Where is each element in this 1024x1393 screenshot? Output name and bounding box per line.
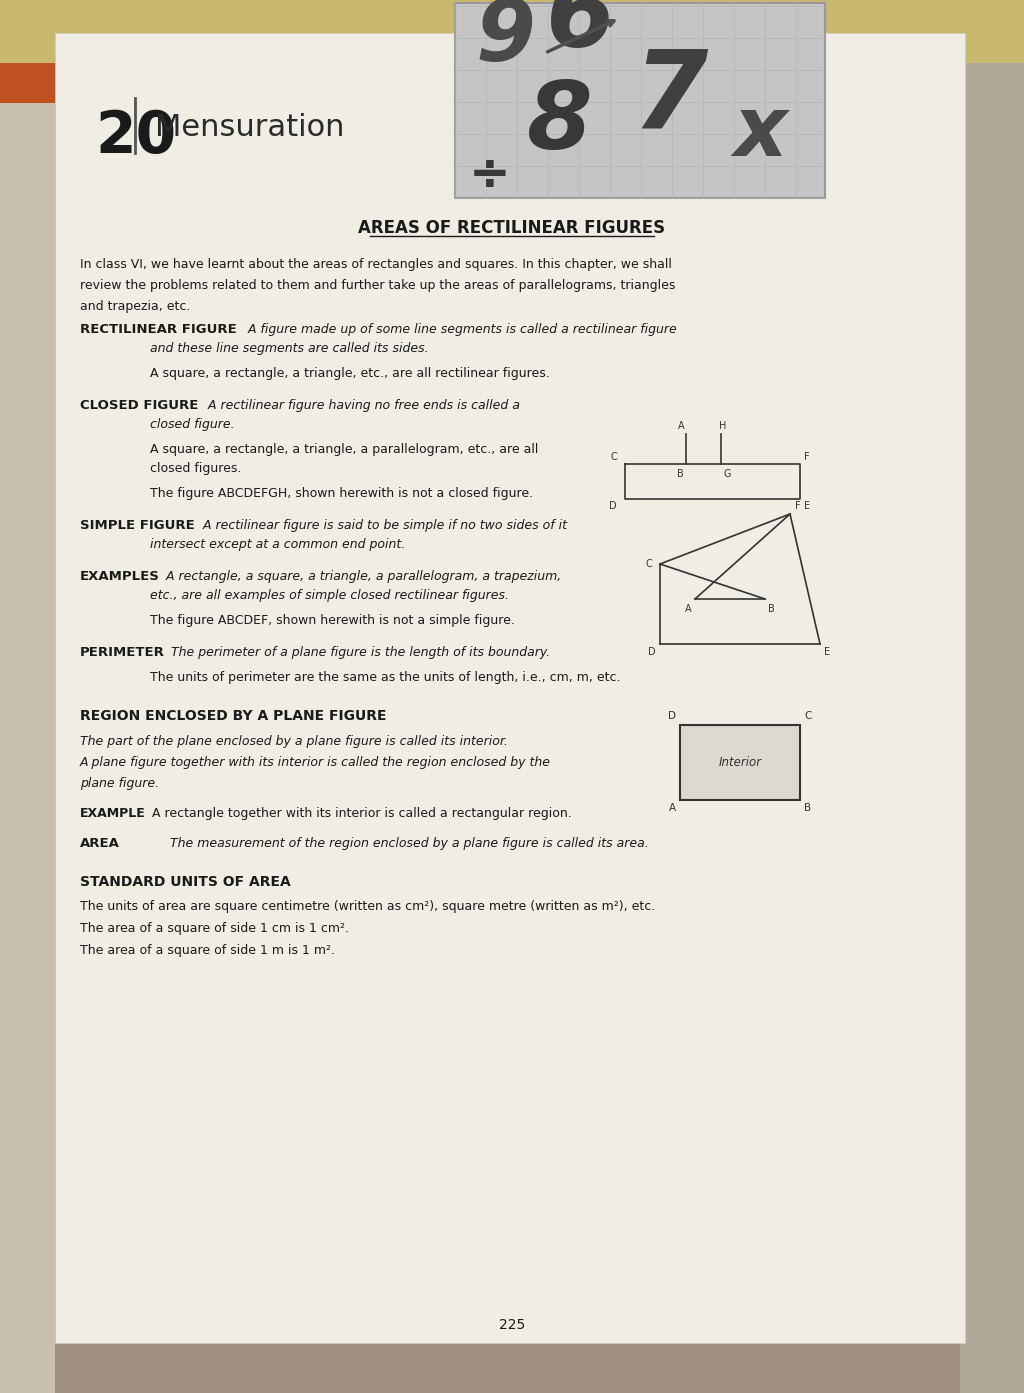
Text: E: E: [804, 501, 810, 511]
Text: 9: 9: [475, 0, 535, 79]
Text: The measurement of the region enclosed by a plane figure is called its area.: The measurement of the region enclosed b…: [150, 837, 649, 850]
Text: C: C: [804, 710, 811, 722]
Text: 20: 20: [95, 109, 176, 164]
Text: D: D: [648, 646, 656, 657]
Text: B: B: [804, 802, 811, 814]
Text: A square, a rectangle, a triangle, a parallelogram, etc., are all: A square, a rectangle, a triangle, a par…: [150, 443, 539, 456]
Text: REGION ENCLOSED BY A PLANE FIGURE: REGION ENCLOSED BY A PLANE FIGURE: [80, 709, 386, 723]
Text: G: G: [723, 469, 731, 479]
Text: plane figure.: plane figure.: [80, 777, 159, 790]
Text: C: C: [645, 559, 652, 568]
Bar: [0, 0, 55, 1393]
Text: closed figures.: closed figures.: [150, 462, 242, 475]
Text: CLOSED FIGURE: CLOSED FIGURE: [80, 398, 199, 412]
Text: A rectilinear figure is said to be simple if no two sides of it: A rectilinear figure is said to be simpl…: [195, 520, 567, 532]
Bar: [961, 0, 1024, 1393]
Text: and trapezia, etc.: and trapezia, etc.: [80, 299, 190, 313]
Text: SIMPLE FIGURE: SIMPLE FIGURE: [80, 520, 195, 532]
Text: EXAMPLES: EXAMPLES: [80, 570, 160, 584]
Text: B: B: [768, 605, 775, 614]
Text: AREA: AREA: [80, 837, 120, 850]
Text: Interior: Interior: [719, 756, 762, 769]
Text: 8: 8: [527, 77, 593, 169]
Text: STANDARD UNITS OF AREA: STANDARD UNITS OF AREA: [80, 875, 291, 889]
Text: The area of a square of side 1 cm is 1 cm².: The area of a square of side 1 cm is 1 c…: [80, 922, 349, 935]
Text: E: E: [824, 646, 830, 657]
Text: review the problems related to them and further take up the areas of parallelogr: review the problems related to them and …: [80, 279, 676, 293]
Text: C: C: [610, 451, 617, 462]
Text: In class VI, we have learnt about the areas of rectangles and squares. In this c: In class VI, we have learnt about the ar…: [80, 258, 672, 272]
Text: and these line segments are called its sides.: and these line segments are called its s…: [150, 343, 429, 355]
Text: The units of perimeter are the same as the units of length, i.e., cm, m, etc.: The units of perimeter are the same as t…: [150, 671, 621, 684]
Text: D: D: [668, 710, 676, 722]
Text: closed figure.: closed figure.: [150, 418, 234, 430]
Text: D: D: [609, 501, 617, 511]
Text: A: A: [678, 421, 684, 430]
Bar: [500, 63, 900, 103]
Text: A rectangle together with its interior is called a rectangular region.: A rectangle together with its interior i…: [148, 807, 571, 820]
Text: ÷: ÷: [469, 150, 511, 199]
Text: A: A: [685, 605, 692, 614]
Text: H: H: [719, 421, 727, 430]
Text: The units of area are square centimetre (written as cm²), square metre (written : The units of area are square centimetre …: [80, 900, 655, 912]
Text: The figure ABCDEF, shown herewith is not a simple figure.: The figure ABCDEF, shown herewith is not…: [150, 614, 515, 627]
Text: PERIMETER: PERIMETER: [80, 646, 165, 659]
Text: The figure ABCDEFGH, shown herewith is not a closed figure.: The figure ABCDEFGH, shown herewith is n…: [150, 488, 534, 500]
Text: 7: 7: [632, 45, 708, 150]
Text: The perimeter of a plane figure is the length of its boundary.: The perimeter of a plane figure is the l…: [163, 646, 550, 659]
Text: EXAMPLE: EXAMPLE: [80, 807, 145, 820]
Text: 225: 225: [499, 1318, 525, 1332]
Bar: [55, 33, 965, 1343]
Text: F: F: [804, 451, 810, 462]
Text: A rectangle, a square, a triangle, a parallelogram, a trapezium,: A rectangle, a square, a triangle, a par…: [158, 570, 561, 584]
Text: x: x: [733, 92, 786, 174]
Text: etc., are all examples of simple closed rectilinear figures.: etc., are all examples of simple closed …: [150, 589, 509, 602]
Text: intersect except at a common end point.: intersect except at a common end point.: [150, 538, 406, 552]
Text: A figure made up of some line segments is called a rectilinear figure: A figure made up of some line segments i…: [240, 323, 677, 336]
Text: A square, a rectangle, a triangle, etc., are all rectilinear figures.: A square, a rectangle, a triangle, etc.,…: [150, 366, 550, 380]
Text: RECTILINEAR FIGURE: RECTILINEAR FIGURE: [80, 323, 237, 336]
Text: F: F: [795, 501, 801, 511]
Text: AREAS OF RECTILINEAR FIGURES: AREAS OF RECTILINEAR FIGURES: [358, 219, 666, 237]
Text: B: B: [678, 469, 684, 479]
Text: A plane figure together with its interior is called the region enclosed by the: A plane figure together with its interio…: [80, 756, 551, 769]
Bar: [680, 724, 800, 800]
Text: Mensuration: Mensuration: [155, 113, 344, 142]
Text: The part of the plane enclosed by a plane figure is called its interior.: The part of the plane enclosed by a plan…: [80, 736, 508, 748]
Text: 6: 6: [545, 0, 614, 67]
Text: A rectilinear figure having no free ends is called a: A rectilinear figure having no free ends…: [200, 398, 520, 412]
Text: A: A: [669, 802, 676, 814]
Bar: [0, 0, 1024, 63]
Bar: [455, 3, 825, 198]
Text: The area of a square of side 1 m is 1 m².: The area of a square of side 1 m is 1 m²…: [80, 944, 335, 957]
Bar: [0, 63, 500, 103]
